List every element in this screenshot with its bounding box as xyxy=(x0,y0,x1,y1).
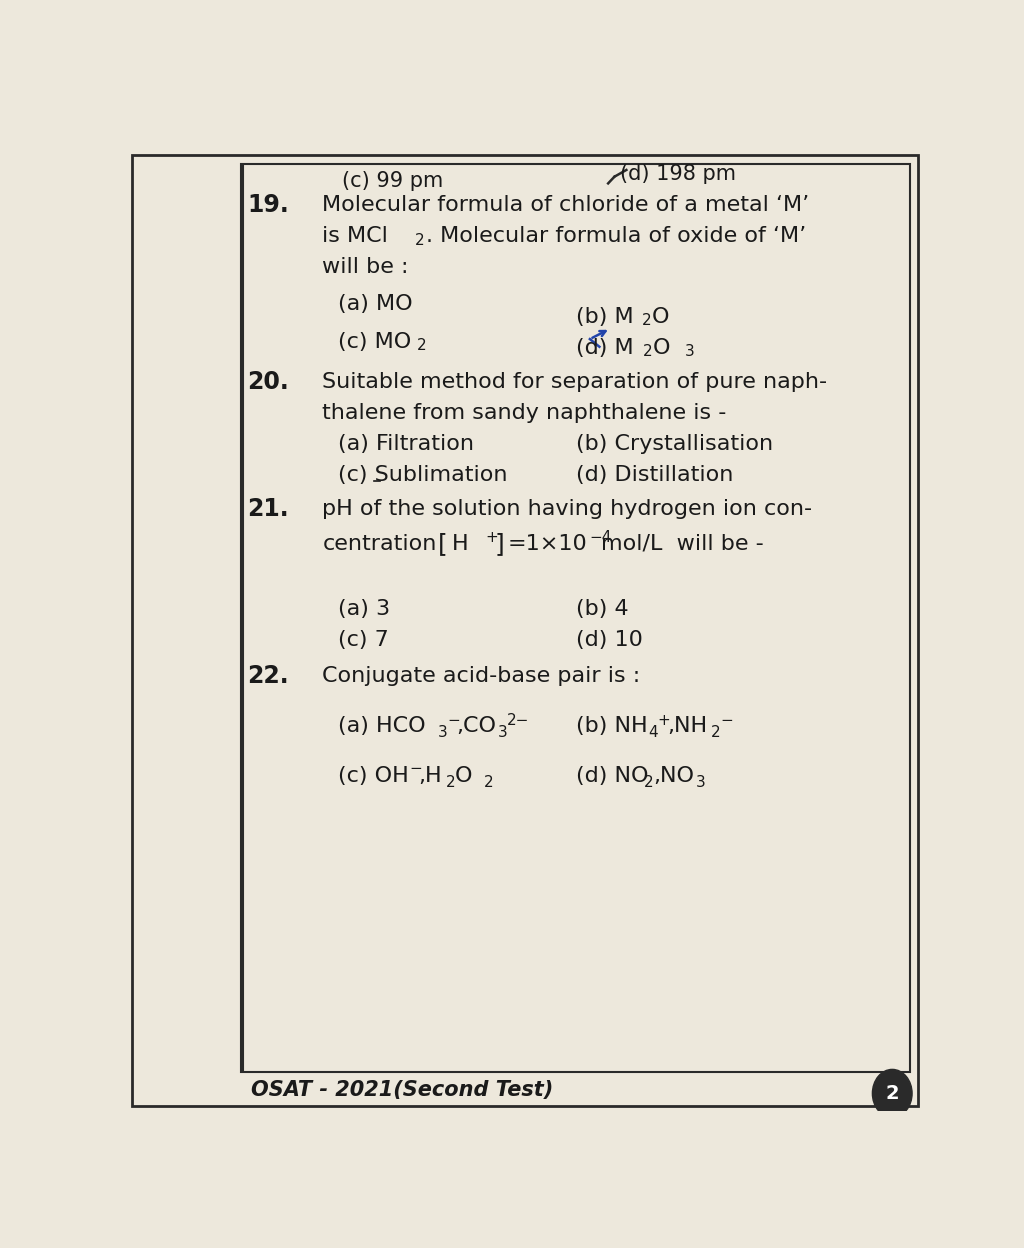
Text: (d) 10: (d) 10 xyxy=(577,630,643,650)
Text: (c) Sublimation: (c) Sublimation xyxy=(338,464,508,484)
Text: 2: 2 xyxy=(711,725,720,740)
Text: −: − xyxy=(447,713,460,728)
Text: ,NO: ,NO xyxy=(653,766,694,786)
Text: +: + xyxy=(485,530,498,545)
Text: H: H xyxy=(452,534,468,554)
Text: 4: 4 xyxy=(648,725,657,740)
Text: 2: 2 xyxy=(445,775,455,790)
Text: ,H: ,H xyxy=(419,766,442,786)
Text: (c) MO: (c) MO xyxy=(338,332,412,352)
Text: 20.: 20. xyxy=(247,371,289,394)
Text: 2: 2 xyxy=(644,775,653,790)
Text: (c) 7: (c) 7 xyxy=(338,630,389,650)
Text: O: O xyxy=(652,338,670,358)
Text: 2: 2 xyxy=(417,338,426,353)
Text: (d) M: (d) M xyxy=(577,338,634,358)
Text: Conjugate acid-base pair is :: Conjugate acid-base pair is : xyxy=(323,666,641,686)
Text: [: [ xyxy=(437,532,447,555)
Text: OSAT - 2021(Second Test): OSAT - 2021(Second Test) xyxy=(251,1080,553,1099)
Text: ,NH: ,NH xyxy=(667,716,707,736)
Text: −: − xyxy=(720,713,733,728)
Text: 2: 2 xyxy=(642,313,652,328)
Text: ]: ] xyxy=(495,532,505,555)
Text: (c) 99 pm: (c) 99 pm xyxy=(342,171,443,191)
Text: (b) 4: (b) 4 xyxy=(577,599,629,619)
Text: centration: centration xyxy=(323,534,437,554)
Text: thalene from sandy naphthalene is -: thalene from sandy naphthalene is - xyxy=(323,403,727,423)
Text: (c) OH: (c) OH xyxy=(338,766,409,786)
Text: 2: 2 xyxy=(416,232,425,247)
Text: (b) Crystallisation: (b) Crystallisation xyxy=(577,434,773,454)
Text: 3: 3 xyxy=(437,725,447,740)
Text: 19.: 19. xyxy=(247,193,289,217)
Text: (a) 3: (a) 3 xyxy=(338,599,390,619)
Text: O: O xyxy=(455,766,472,786)
Text: (a) HCO: (a) HCO xyxy=(338,716,426,736)
Text: =1×10: =1×10 xyxy=(507,534,587,554)
Text: 2: 2 xyxy=(643,344,652,359)
Text: O: O xyxy=(652,307,670,327)
Text: 22.: 22. xyxy=(247,664,289,689)
Text: (d) Distillation: (d) Distillation xyxy=(577,464,734,484)
Text: ,CO: ,CO xyxy=(457,716,497,736)
Text: Molecular formula of chloride of a metal ‘M’: Molecular formula of chloride of a metal… xyxy=(323,196,810,216)
Text: 2: 2 xyxy=(886,1085,899,1103)
Text: (b) M: (b) M xyxy=(577,307,634,327)
Text: (a) Filtration: (a) Filtration xyxy=(338,434,474,454)
Text: 3: 3 xyxy=(498,725,508,740)
Text: 21.: 21. xyxy=(247,497,289,522)
Text: (d) 198 pm: (d) 198 pm xyxy=(620,163,736,183)
Text: +: + xyxy=(657,713,670,728)
Text: is MCl: is MCl xyxy=(323,226,388,246)
Text: (a) MO: (a) MO xyxy=(338,293,413,313)
Text: pH of the solution having hydrogen ion con-: pH of the solution having hydrogen ion c… xyxy=(323,499,813,519)
Text: Suitable method for separation of pure naph-: Suitable method for separation of pure n… xyxy=(323,372,827,392)
Text: −4: −4 xyxy=(590,530,612,545)
Text: mol/L  will be -: mol/L will be - xyxy=(601,534,764,554)
Text: 3: 3 xyxy=(684,344,694,359)
Text: will be :: will be : xyxy=(323,257,409,277)
Text: (d) NO: (d) NO xyxy=(577,766,649,786)
Text: (b) NH: (b) NH xyxy=(577,716,648,736)
Text: 2−: 2− xyxy=(507,713,529,728)
Circle shape xyxy=(872,1070,912,1117)
Text: 2: 2 xyxy=(483,775,494,790)
Text: −: − xyxy=(409,761,422,776)
Text: . Molecular formula of oxide of ‘M’: . Molecular formula of oxide of ‘M’ xyxy=(426,226,807,246)
Text: 3: 3 xyxy=(696,775,706,790)
